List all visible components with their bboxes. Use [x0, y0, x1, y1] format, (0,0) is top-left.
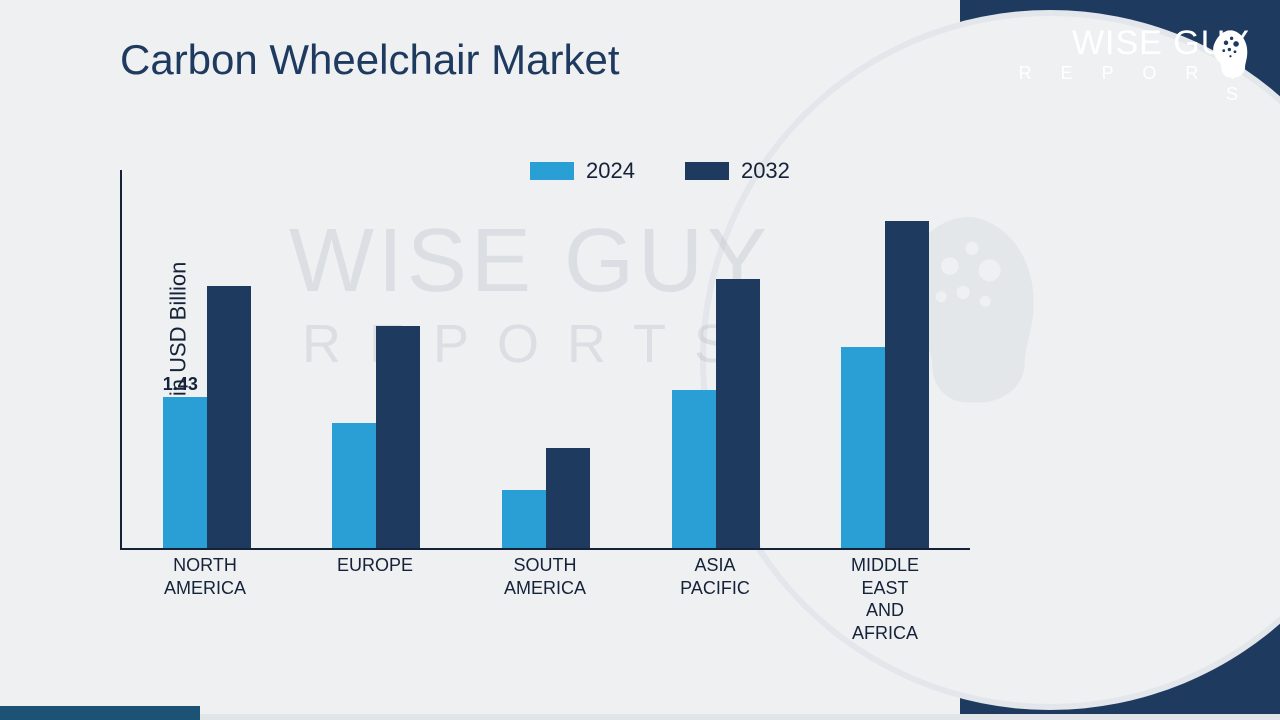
bar-2032: [546, 448, 590, 548]
bar-2024: [332, 423, 376, 548]
bar-2032: [885, 221, 929, 548]
x-axis-label: MIDDLE EAST AND AFRICA: [825, 554, 945, 644]
bar-2024: 1.43: [163, 397, 207, 548]
bottom-accent: [0, 706, 200, 720]
x-axis-label: ASIA PACIFIC: [655, 554, 775, 644]
bar-group: [486, 448, 606, 548]
page: WISE GUY R E P O R T S Carbon Wheelchair…: [0, 0, 1280, 720]
x-axis-labels: NORTH AMERICA EUROPE SOUTH AMERICA ASIA PAC…: [120, 554, 970, 644]
x-axis-label: NORTH AMERICA: [145, 554, 265, 644]
bar-2032: [716, 279, 760, 548]
bar-value-label: 1.43: [163, 374, 198, 395]
bar-group: [656, 279, 776, 548]
bar-2024: [841, 347, 885, 548]
chart-area: Market Size in USD Billion 2024 2032 1.4…: [70, 170, 970, 610]
chart-title: Carbon Wheelchair Market: [120, 36, 620, 84]
x-axis-label: SOUTH AMERICA: [485, 554, 605, 644]
x-axis-label: EUROPE: [315, 554, 435, 644]
logo-head-icon: [1198, 26, 1254, 82]
brand-logo: WISE GUY R E P O R T S: [990, 24, 1250, 105]
bars-row: 1.43: [122, 170, 970, 548]
plot-area: 1.43: [120, 170, 970, 550]
bar-group: [316, 326, 436, 548]
bar-2032: [207, 286, 251, 548]
bar-2032: [376, 326, 420, 548]
bar-group: [825, 221, 945, 548]
bar-2024: [672, 390, 716, 548]
bar-group: 1.43: [147, 286, 267, 548]
bar-2024: [502, 490, 546, 548]
